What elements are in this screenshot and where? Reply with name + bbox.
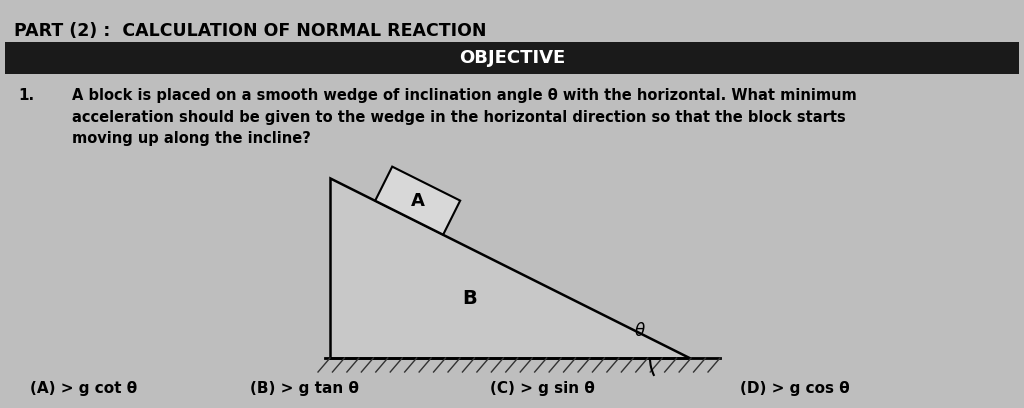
Polygon shape — [375, 166, 460, 235]
Text: (A) > g cot θ: (A) > g cot θ — [30, 381, 137, 395]
Text: (C) > g sin θ: (C) > g sin θ — [490, 381, 595, 395]
Text: PART (2) :  CALCULATION OF NORMAL REACTION: PART (2) : CALCULATION OF NORMAL REACTIO… — [14, 22, 486, 40]
Text: θ: θ — [635, 322, 645, 340]
Polygon shape — [330, 178, 690, 358]
Text: OBJECTIVE: OBJECTIVE — [459, 49, 565, 67]
Text: (B) > g tan θ: (B) > g tan θ — [250, 381, 358, 395]
Text: A: A — [411, 192, 425, 210]
Text: A block is placed on a smooth wedge of inclination angle θ with the horizontal. : A block is placed on a smooth wedge of i… — [72, 88, 857, 146]
Text: 1.: 1. — [18, 88, 34, 103]
Text: (D) > g cos θ: (D) > g cos θ — [740, 381, 850, 395]
Bar — [5, 42, 1019, 74]
Text: B: B — [463, 288, 477, 308]
